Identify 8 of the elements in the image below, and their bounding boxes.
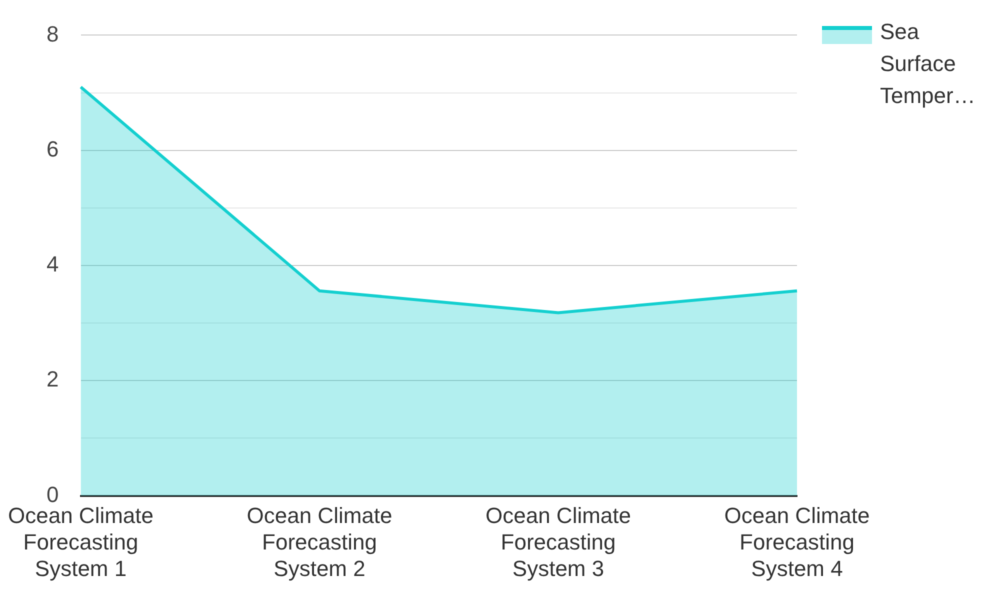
y-tick-label: 8 xyxy=(46,21,59,46)
y-tick-label: 6 xyxy=(46,136,59,162)
legend-label: Sea Surface Temper… xyxy=(880,18,976,110)
y-tick-label: 2 xyxy=(46,366,59,392)
x-tick-label: Ocean Climate Forecasting System 2 xyxy=(246,503,392,581)
x-tick-label: Ocean Climate Forecasting System 3 xyxy=(485,503,632,581)
x-tick-label: Ocean Climate Forecasting System 4 xyxy=(724,503,870,581)
y-tick-label: 4 xyxy=(46,252,59,277)
